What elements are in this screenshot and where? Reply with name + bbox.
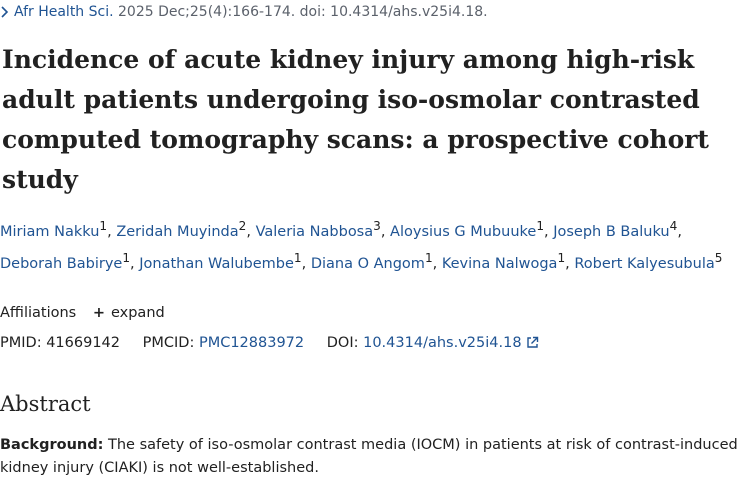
doi-link[interactable]: 10.4314/ahs.v25i4.18 (363, 335, 538, 351)
affiliation-number[interactable]: 4 (669, 219, 678, 233)
affiliation-number[interactable]: 1 (122, 250, 131, 265)
expand-label: expand (110, 305, 165, 321)
author-entry: Deborah Babirye1, (0, 250, 140, 272)
author-link[interactable]: Kevina Nalwoga (441, 255, 558, 272)
author-link[interactable]: Deborah Babirye (0, 255, 123, 272)
author-entry: Diana O Angom1, (310, 250, 442, 272)
plus-icon: + (92, 305, 105, 321)
external-link-icon[interactable] (526, 336, 539, 353)
author-entry: Kevina Nalwoga1, (441, 250, 575, 272)
abstract-background: Background: The safety of iso-osmolar co… (0, 434, 748, 480)
author-link[interactable]: Robert Kalyesubula (574, 255, 715, 272)
affiliations-row: Affiliations + expand (0, 305, 165, 321)
author-link[interactable]: Miriam Nakku (0, 223, 100, 240)
affiliations-expand-button[interactable]: + expand (93, 305, 165, 321)
author-entry: Robert Kalyesubula5 (574, 251, 722, 272)
author-entry: Jonathan Walubembe1, (139, 250, 311, 272)
author-list: Miriam Nakku1, Zeridah Muyinda2, Valeria… (0, 213, 745, 277)
author-entry: Aloysius G Mubuuke1, (390, 219, 554, 240)
author-link[interactable]: Joseph B Baluku (553, 223, 670, 240)
author-link[interactable]: Diana O Angom (310, 255, 425, 272)
abstract-heading: Abstract (0, 392, 91, 416)
pmid-value: 41669142 (46, 335, 121, 351)
affiliation-number[interactable]: 1 (557, 250, 566, 265)
author-entry: Valeria Nabbosa3, (255, 219, 391, 240)
chevron-right-icon[interactable] (0, 6, 14, 22)
affiliation-number[interactable]: 1 (536, 219, 545, 233)
author-entry: Zeridah Muyinda2, (116, 219, 256, 240)
pmcid-link[interactable]: PMC12883972 (198, 335, 305, 351)
affiliations-label: Affiliations (0, 305, 77, 321)
affiliation-number[interactable]: 1 (424, 250, 433, 265)
author-link[interactable]: Valeria Nabbosa (255, 223, 374, 240)
background-label: Background: (0, 437, 104, 453)
background-text: The safety of iso-osmolar contrast media… (0, 437, 738, 476)
citation-details: 2025 Dec;25(4):166-174. doi: 10.4314/ahs… (118, 4, 488, 20)
affiliation-number[interactable]: 5 (714, 250, 723, 265)
affiliation-number[interactable]: 1 (99, 219, 108, 233)
author-link[interactable]: Aloysius G Mubuuke (390, 223, 537, 240)
doi-label: DOI: (326, 335, 359, 351)
author-entry: Joseph B Baluku4, (553, 219, 682, 240)
article-title: Incidence of acute kidney injury among h… (2, 45, 709, 194)
affiliation-number[interactable]: 1 (293, 250, 302, 265)
affiliation-number[interactable]: 3 (373, 219, 381, 233)
citation-line[interactable]: Afr Health Sci. 2025 Dec;25(4):166-174. … (0, 4, 488, 22)
pmid-label: PMID: (0, 335, 42, 351)
author-entry: Miriam Nakku1, (0, 219, 117, 240)
pmcid-label: PMCID: (142, 335, 195, 351)
author-link[interactable]: Jonathan Walubembe (139, 255, 294, 272)
author-link[interactable]: Zeridah Muyinda (116, 223, 239, 240)
identifiers-row: PMID: 41669142 PMCID: PMC12883972 DOI: 1… (0, 335, 539, 353)
affiliation-number[interactable]: 2 (238, 219, 247, 233)
journal-name[interactable]: Afr Health Sci. (14, 4, 114, 20)
doi-value[interactable]: 10.4314/ahs.v25i4.18 (363, 335, 522, 351)
